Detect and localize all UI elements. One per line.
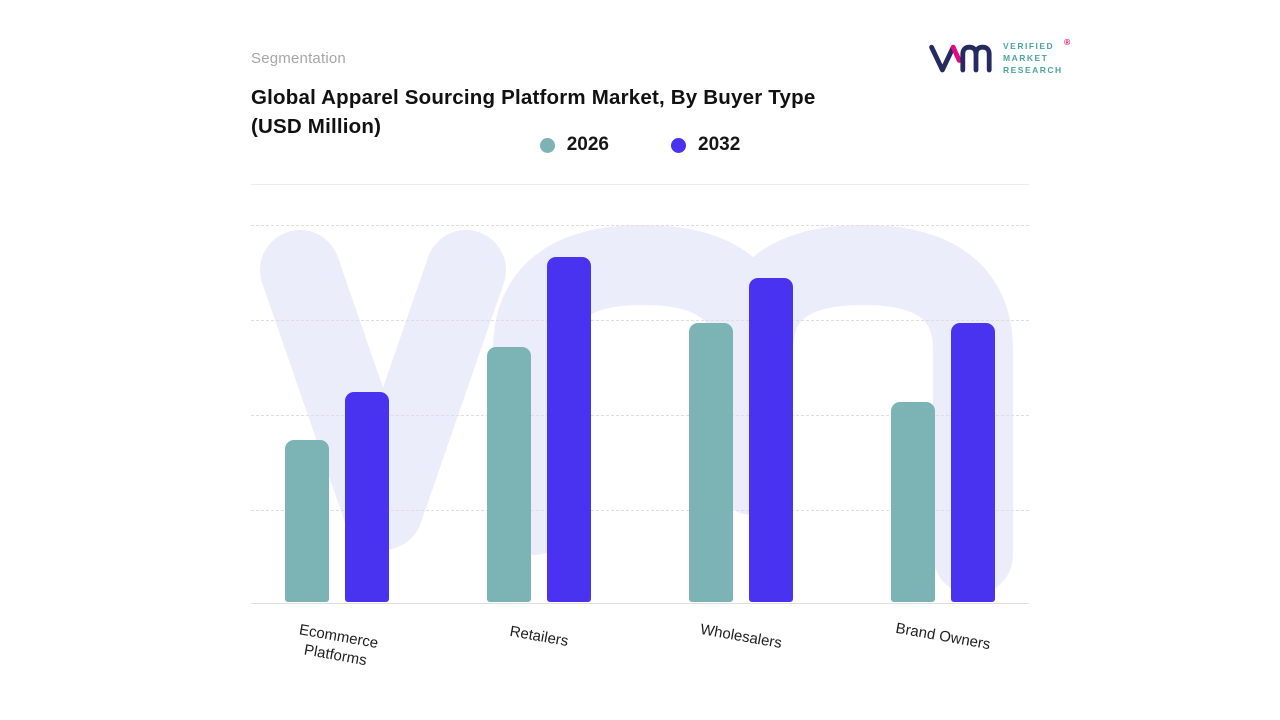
logo-line-research: RESEARCH [1003, 65, 1063, 75]
bar-2026-brand-owners [891, 402, 935, 602]
bar-group-wholesalers [689, 225, 793, 603]
x-axis-label-ecommerce-platforms: Ecommerce Platforms [297, 621, 380, 670]
bar-group-retailers [487, 225, 591, 603]
eyebrow-label: Segmentation [251, 50, 346, 67]
chart-title: Global Apparel Sourcing Platform Market,… [251, 86, 816, 138]
legend-swatch-2032 [671, 137, 686, 153]
legend-label-2032: 2032 [698, 134, 741, 155]
bar-2032-ecommerce-platforms [345, 392, 389, 602]
header-divider [251, 184, 1029, 185]
bar-group-ecommerce-platforms [285, 225, 389, 603]
gridline [251, 225, 1029, 226]
legend-swatch-2026 [539, 137, 555, 153]
logo-line-verified: VERIFIED [1003, 41, 1055, 51]
bar-2032-brand-owners [951, 323, 995, 602]
bar-2026-ecommerce-platforms [285, 440, 329, 602]
x-axis-label-brand-owners: Brand Owners [894, 619, 992, 654]
x-axis-label-retailers: Retailers [508, 622, 570, 651]
legend-item-2032: 2032 [671, 134, 740, 156]
logo-wordmark: VERIFIED MARKET RESEARCH ® [1003, 37, 1070, 75]
chart-legend: 2026 2032 [251, 134, 1029, 156]
bar-2032-wholesalers [749, 278, 793, 602]
legend-label-2026: 2026 [566, 134, 609, 155]
bar-group-brand-owners [891, 225, 995, 603]
plot-area [251, 225, 1029, 604]
x-axis-labels: Ecommerce Platforms Retailers Wholesalers B… [251, 603, 1029, 703]
logo-line-market: MARKET [1003, 53, 1049, 63]
bar-2026-retailers [487, 347, 531, 602]
gridline [251, 320, 1029, 321]
bar-2032-retailers [547, 257, 591, 602]
vm-monogram-icon [929, 44, 992, 73]
gridline [251, 510, 1029, 511]
gridline [251, 415, 1029, 416]
bar-2026-wholesalers [689, 323, 733, 602]
x-axis-line [251, 603, 1029, 604]
vmr-logo: VERIFIED MARKET RESEARCH ® [928, 37, 1070, 78]
legend-item-2026: 2026 [539, 134, 609, 156]
registered-trademark-icon: ® [1063, 37, 1072, 47]
x-axis-label-wholesalers: Wholesalers [698, 620, 784, 653]
